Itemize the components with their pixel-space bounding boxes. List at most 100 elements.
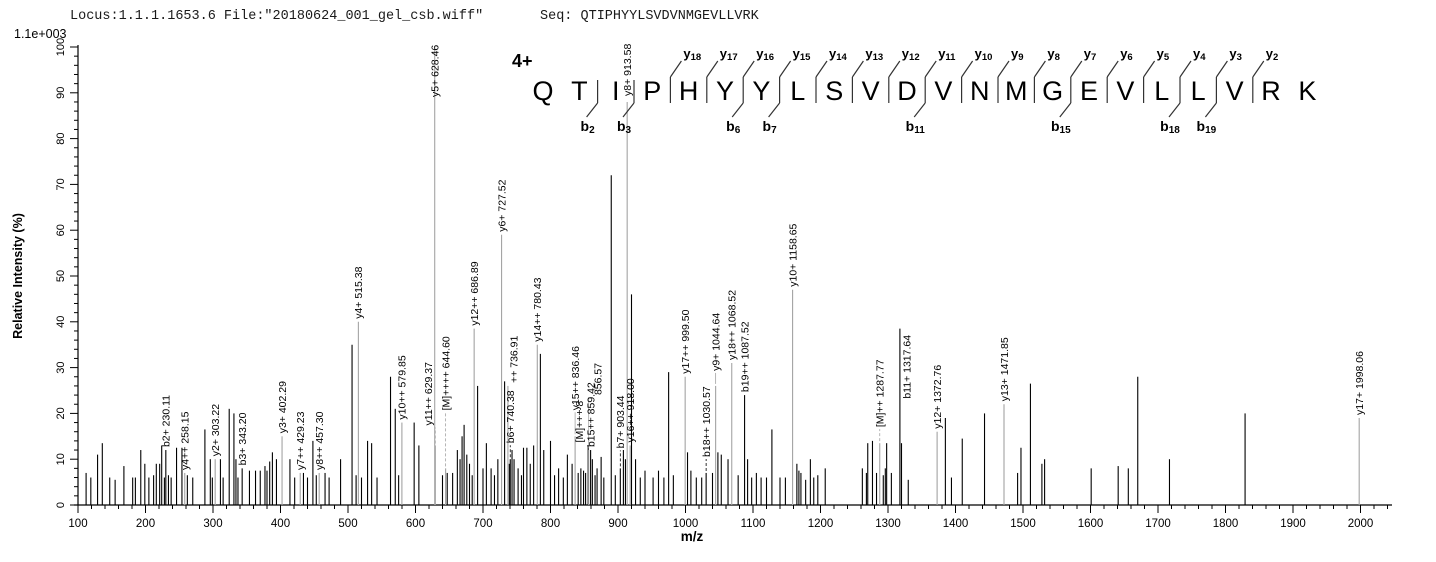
y-ion-label: y17 xyxy=(720,46,738,63)
y-ion-tick xyxy=(779,60,792,78)
b-ion-label: b3 xyxy=(617,118,632,136)
y-tick-label: 60 xyxy=(55,224,67,236)
x-tick-label: 300 xyxy=(203,518,222,530)
peak-label: y9+ 1044.64 xyxy=(710,313,722,371)
x-tick-label: 700 xyxy=(473,518,492,530)
y-ion-tick xyxy=(888,60,901,78)
peak-label: y18++ 1068.52 xyxy=(727,290,739,360)
peak-label: 856.57 xyxy=(592,363,604,395)
b-ion-tick xyxy=(1059,102,1072,118)
residue: Y xyxy=(716,76,734,106)
residue: L xyxy=(1154,76,1169,106)
peak-label: y14++ 780.43 xyxy=(532,277,544,341)
b-ion-tick xyxy=(768,102,781,118)
y-ion-tick xyxy=(1143,60,1156,78)
peak-label: [M]++++ 644.60 xyxy=(440,336,452,410)
peak-label: [M]++ 1287.77 xyxy=(875,359,887,427)
y-ion-label: y18 xyxy=(683,46,701,63)
residue: R xyxy=(1261,76,1281,106)
y-ion-tick xyxy=(961,60,974,78)
residue: V xyxy=(1116,76,1134,106)
x-tick-label: 2000 xyxy=(1348,518,1374,530)
x-tick-label: 1500 xyxy=(1010,518,1036,530)
peak-label: b19++ 1087.52 xyxy=(739,321,751,392)
peak-label: [M]+++ 8 xyxy=(574,401,586,443)
peak-label: b15++ 859.42 xyxy=(585,382,597,447)
intensity-scale-label: 1.1e+003 xyxy=(14,27,67,41)
peak-label: y12+ 1372.76 xyxy=(932,365,944,429)
y-axis-title: Relative Intensity (%) xyxy=(11,213,25,339)
peak-label: y7++ 429.23 xyxy=(295,411,307,470)
y-ion-tick xyxy=(997,60,1010,78)
peak-label: y5+ 628.46 xyxy=(430,45,442,97)
b-ion-label: b2 xyxy=(581,118,596,136)
peak-label: y2+ 303.22 xyxy=(210,404,222,456)
b-ion-label: b6 xyxy=(726,118,741,136)
peak-label: y11++ 629.37 xyxy=(423,362,435,426)
b-ion-tick xyxy=(913,102,926,118)
peaks-layer xyxy=(85,47,1360,505)
y-ion-label: y8 xyxy=(1047,46,1060,63)
y-ion-label: y16 xyxy=(756,46,774,63)
b-ion-label: b18 xyxy=(1160,118,1180,136)
b-ion-tick xyxy=(1168,102,1181,118)
b-ion-label: b19 xyxy=(1197,118,1217,136)
y-ion-label: y7 xyxy=(1084,46,1097,63)
peak-label: b7+ 903.44 xyxy=(615,395,627,448)
y-ion-label: y9 xyxy=(1011,46,1024,63)
residue: T xyxy=(571,76,588,106)
peak-label: y13+ 1471.85 xyxy=(999,337,1011,401)
peak-label: b6+ 740.38 xyxy=(505,390,517,443)
peak-label: ++ 736.91 xyxy=(509,335,521,382)
y-ion-label: y6 xyxy=(1120,46,1133,63)
axes: 100 200 300 400 500 600 700 800 900 1000 1100 1200 1… xyxy=(55,38,1392,530)
y-ion-label: y5 xyxy=(1157,46,1170,63)
b-ion-label: b7 xyxy=(763,118,778,136)
peak-label: y8+ 913.58 xyxy=(622,44,634,96)
y-tick-label: 50 xyxy=(55,270,67,282)
peak-label: y6+ 727.52 xyxy=(496,179,508,231)
x-tick-label: 200 xyxy=(136,518,155,530)
b-ion-label: b15 xyxy=(1051,118,1071,136)
peak-label: y4+ 515.38 xyxy=(353,266,365,318)
x-tick-label: 400 xyxy=(271,518,290,530)
peak-label: b3+ 343.20 xyxy=(237,412,249,465)
x-tick-label: 800 xyxy=(541,518,560,530)
b-ion-tick xyxy=(586,102,599,118)
y-ion-tick xyxy=(815,60,828,78)
peak-label: y3+ 402.29 xyxy=(277,381,289,433)
residue: D xyxy=(897,76,917,106)
peak-label: y10+ 1158.65 xyxy=(787,223,799,286)
residue: Q xyxy=(532,76,553,106)
residue: H xyxy=(679,76,699,106)
y-ion-label: y3 xyxy=(1229,46,1242,63)
precursor-charge-label: 4+ xyxy=(512,51,533,71)
x-tick-label: 1800 xyxy=(1213,518,1239,530)
y-ion-label: y13 xyxy=(865,46,883,63)
y-ion-label: y11 xyxy=(938,46,956,63)
residue: V xyxy=(934,76,952,106)
y-tick-label: 30 xyxy=(55,361,67,373)
residue: V xyxy=(1226,76,1244,106)
y-ion-tick xyxy=(1106,60,1119,78)
y-tick-label: 20 xyxy=(55,407,67,419)
header-sequence: Seq: QTIPHYYLSVDVNMGEVLLVRK xyxy=(540,9,760,24)
y-ion-tick xyxy=(706,60,719,78)
y-ion-tick xyxy=(1215,60,1228,78)
y-ion-tick xyxy=(742,60,755,78)
y-ion-tick xyxy=(1033,60,1046,78)
residue: P xyxy=(643,76,661,106)
residue: Y xyxy=(752,76,770,106)
residue: M xyxy=(1005,76,1028,106)
residue: V xyxy=(862,76,880,106)
y-ion-tick xyxy=(851,60,864,78)
y-tick-label: 70 xyxy=(55,178,67,190)
residue: N xyxy=(970,76,990,106)
peak-label: y17++ 999.50 xyxy=(680,309,692,373)
y-tick-label: 100 xyxy=(55,38,67,56)
x-tick-label: 900 xyxy=(608,518,627,530)
y-ion-label: y14 xyxy=(829,46,848,63)
b-ion-tick xyxy=(731,102,744,118)
